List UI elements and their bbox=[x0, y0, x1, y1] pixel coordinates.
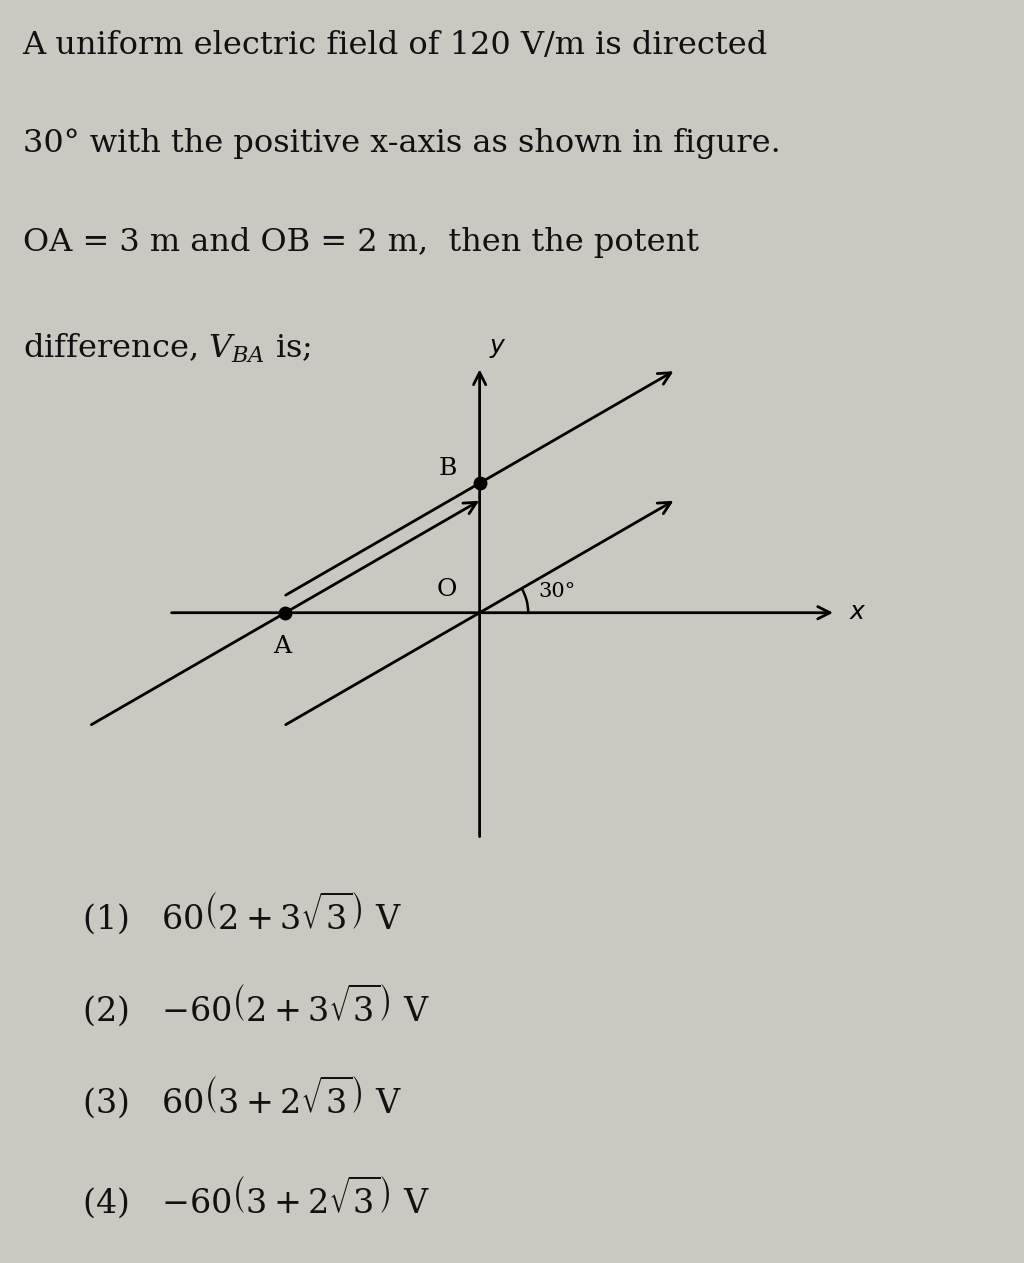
Text: O: O bbox=[436, 578, 457, 601]
Text: B: B bbox=[438, 457, 457, 480]
Text: (2)   $-60\left(2+3\sqrt{3}\right)$ V: (2) $-60\left(2+3\sqrt{3}\right)$ V bbox=[82, 981, 430, 1028]
Text: (1)   $60\left(2+3\sqrt{3}\right)$ V: (1) $60\left(2+3\sqrt{3}\right)$ V bbox=[82, 889, 401, 936]
Text: OA = 3 m and OB = 2 m,  then the potent: OA = 3 m and OB = 2 m, then the potent bbox=[23, 227, 698, 258]
Text: 30°: 30° bbox=[538, 582, 575, 601]
Text: A uniform electric field of 120 V/m is directed: A uniform electric field of 120 V/m is d… bbox=[23, 30, 768, 61]
Text: (3)   $60\left(3+2\sqrt{3}\right)$ V: (3) $60\left(3+2\sqrt{3}\right)$ V bbox=[82, 1074, 401, 1119]
Text: difference, $V_{BA}$ is;: difference, $V_{BA}$ is; bbox=[23, 332, 311, 365]
Text: (4)   $-60\left(3+2\sqrt{3}\right)$ V: (4) $-60\left(3+2\sqrt{3}\right)$ V bbox=[82, 1173, 430, 1220]
Text: $x$: $x$ bbox=[849, 601, 866, 624]
Text: $y$: $y$ bbox=[489, 337, 507, 360]
Text: A: A bbox=[273, 635, 291, 658]
Text: 30° with the positive x-axis as shown in figure.: 30° with the positive x-axis as shown in… bbox=[23, 129, 780, 159]
